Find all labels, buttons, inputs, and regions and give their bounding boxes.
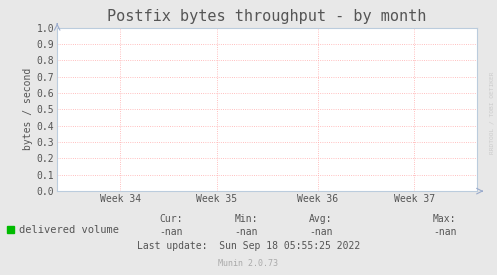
- Text: Last update:  Sun Sep 18 05:55:25 2022: Last update: Sun Sep 18 05:55:25 2022: [137, 241, 360, 251]
- Text: Max:: Max:: [433, 214, 457, 224]
- Text: Munin 2.0.73: Munin 2.0.73: [219, 260, 278, 268]
- Text: delivered volume: delivered volume: [19, 225, 119, 235]
- Text: Min:: Min:: [234, 214, 258, 224]
- Y-axis label: bytes / second: bytes / second: [22, 68, 33, 150]
- Text: Avg:: Avg:: [309, 214, 332, 224]
- Text: -nan: -nan: [234, 227, 258, 237]
- Text: Cur:: Cur:: [160, 214, 183, 224]
- Title: Postfix bytes throughput - by month: Postfix bytes throughput - by month: [107, 9, 427, 24]
- Text: -nan: -nan: [309, 227, 332, 237]
- Text: -nan: -nan: [160, 227, 183, 237]
- Text: -nan: -nan: [433, 227, 457, 237]
- Text: RRDTOOL / TOBI OETIKER: RRDTOOL / TOBI OETIKER: [490, 72, 495, 154]
